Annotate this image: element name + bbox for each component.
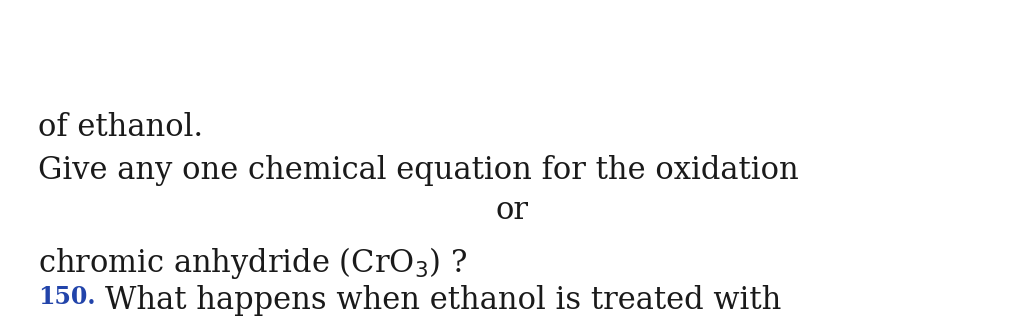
Text: Give any one chemical equation for the oxidation: Give any one chemical equation for the o… xyxy=(38,155,799,186)
Text: What happens when ethanol is treated with: What happens when ethanol is treated wit… xyxy=(105,285,781,316)
Text: or: or xyxy=(496,195,528,226)
Text: of ethanol.: of ethanol. xyxy=(38,112,203,143)
Text: 150.: 150. xyxy=(38,285,95,309)
Text: chromic anhydride (CrO$_3$) ?: chromic anhydride (CrO$_3$) ? xyxy=(38,245,467,281)
